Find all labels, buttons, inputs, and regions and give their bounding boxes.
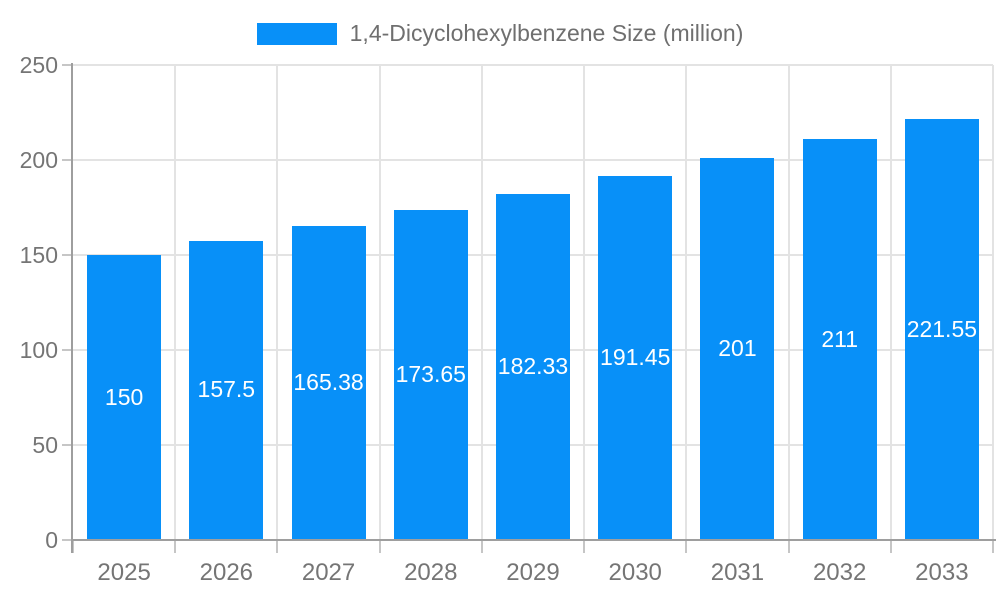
v-gridline	[685, 65, 688, 540]
v-gridline	[889, 65, 892, 540]
x-tick-label: 2026	[199, 559, 254, 586]
legend-swatch	[256, 22, 337, 45]
plot-area: 150 157.5 165.38 173.65 182.33 191.45 201 211 22…	[73, 64, 994, 540]
y-axis-line	[71, 63, 73, 553]
x-tick	[72, 540, 74, 553]
h-gridline	[73, 159, 993, 161]
bar[interactable]	[393, 210, 468, 540]
x-tick	[378, 540, 381, 553]
x-tick	[787, 540, 790, 553]
bar[interactable]	[802, 139, 877, 540]
bar[interactable]	[904, 119, 979, 540]
legend-item[interactable]: 1,4-Dicyclohexylbenzene Size (million)	[256, 20, 744, 47]
bar[interactable]	[700, 158, 775, 540]
bar[interactable]	[291, 225, 366, 540]
y-tick	[62, 539, 71, 541]
v-gridline	[583, 65, 586, 540]
bar[interactable]	[87, 255, 162, 540]
x-tick-label: 2030	[608, 559, 662, 586]
y-tick	[62, 159, 71, 161]
legend-label: 1,4-Dicyclohexylbenzene Size (million)	[349, 20, 744, 46]
bar[interactable]	[496, 193, 570, 540]
y-tick	[62, 444, 71, 446]
y-tick-label: 150	[19, 242, 58, 268]
y-tick	[62, 349, 71, 351]
legend: 1,4-Dicyclohexylbenzene Size (million)	[0, 20, 1000, 47]
x-tick	[889, 540, 892, 553]
bar[interactable]	[189, 240, 264, 540]
x-tick	[174, 540, 177, 553]
x-tick	[480, 540, 483, 553]
y-tick-label: 200	[19, 147, 58, 173]
x-tick-label: 2032	[812, 559, 867, 586]
v-gridline	[174, 65, 177, 540]
x-tick-label: 2029	[506, 559, 560, 586]
bar[interactable]	[598, 176, 673, 540]
v-gridline	[992, 65, 994, 540]
v-gridline	[787, 65, 790, 540]
x-tick-label: 2031	[710, 559, 765, 586]
x-tick-label: 2027	[301, 559, 356, 586]
y-tick-label: 250	[19, 52, 58, 78]
v-gridline	[378, 65, 381, 540]
y-tick	[62, 64, 71, 66]
h-gridline	[73, 64, 993, 66]
x-tick	[685, 540, 688, 553]
x-tick-label: 2028	[404, 559, 458, 586]
x-axis-line	[71, 539, 996, 541]
x-tick	[583, 540, 586, 553]
y-tick-label: 0	[45, 527, 58, 553]
v-gridline	[480, 65, 483, 540]
x-tick-label: 2025	[97, 559, 151, 586]
x-tick	[276, 540, 279, 553]
y-tick-label: 50	[32, 432, 58, 458]
y-tick-label: 100	[19, 337, 58, 363]
x-tick-label: 2033	[915, 559, 969, 586]
v-gridline	[276, 65, 279, 540]
x-tick	[992, 540, 994, 553]
y-tick	[62, 254, 71, 256]
